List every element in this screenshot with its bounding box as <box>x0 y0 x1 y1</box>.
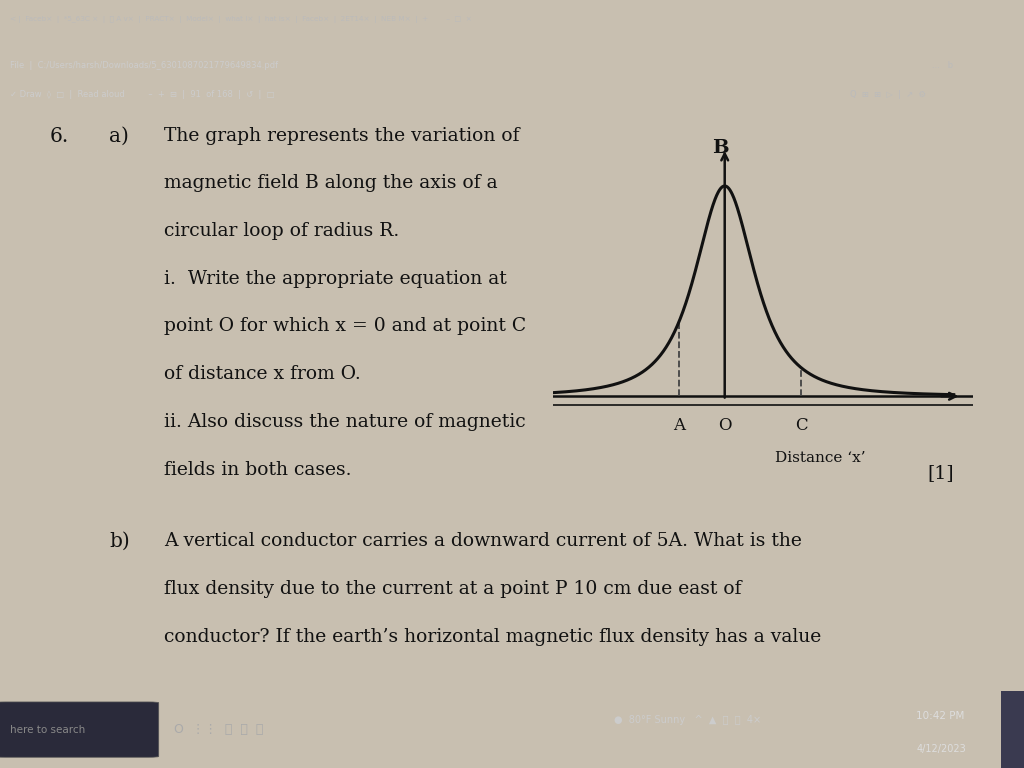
Text: Distance ‘x’: Distance ‘x’ <box>775 451 865 465</box>
Text: i.  Write the appropriate equation at: i. Write the appropriate equation at <box>164 270 507 288</box>
Text: magnetic field B along the axis of a: magnetic field B along the axis of a <box>164 174 498 192</box>
Text: of distance x from O.: of distance x from O. <box>164 366 360 383</box>
Text: The graph represents the variation of: The graph represents the variation of <box>164 127 519 144</box>
Text: ...   b: ... b <box>932 61 953 70</box>
Text: 4/12/2023: 4/12/2023 <box>916 743 967 754</box>
Text: b): b) <box>110 532 130 551</box>
Text: O  ⋮⋮      : O ⋮⋮    <box>174 723 263 736</box>
Text: A: A <box>673 417 685 434</box>
Text: A vertical conductor carries a downward current of 5A. What is the: A vertical conductor carries a downward … <box>164 532 802 551</box>
Text: B: B <box>712 138 728 157</box>
Text: Q  ⊞  ⊞  ▷  |  ↗  ⚙: Q ⊞ ⊞ ▷ | ↗ ⚙ <box>850 91 926 99</box>
Text: 10:42 PM: 10:42 PM <box>916 710 965 721</box>
FancyBboxPatch shape <box>0 702 159 757</box>
Text: O: O <box>718 417 731 434</box>
Text: a): a) <box>110 127 129 145</box>
Text: flux density due to the current at a point P 10 cm due east of: flux density due to the current at a poi… <box>164 580 741 598</box>
Text: point O for which x = 0 and at point C: point O for which x = 0 and at point C <box>164 317 526 336</box>
Text: circular loop of radius R.: circular loop of radius R. <box>164 222 399 240</box>
Text: conductor? If the earth’s horizontal magnetic flux density has a value: conductor? If the earth’s horizontal mag… <box>164 627 821 646</box>
Text: here to search: here to search <box>10 724 85 735</box>
Text: [1]: [1] <box>927 464 953 482</box>
Text: fields in both cases.: fields in both cases. <box>164 461 351 478</box>
Text: File  |  C:/Users/harsh/Downloads/5_6301087021779649834.pdf: File | C:/Users/harsh/Downloads/5_630108… <box>10 61 279 70</box>
Text: C: C <box>795 417 807 434</box>
Text: ii. Also discuss the nature of magnetic: ii. Also discuss the nature of magnetic <box>164 413 525 431</box>
Bar <box>1001 691 1024 768</box>
Text: 6.: 6. <box>49 127 69 145</box>
Text: < |  Faceb×  |  *5_63C ×  |  ⓐ A v×  |  PRACT×  |  Model×  |  what I×  |  hat is: < | Faceb× | *5_63C × | ⓐ A v× | PRACT× … <box>10 16 472 24</box>
Text: ✓ Draw  ◊  □  |  Read aloud         –  +  ⊟  |  91  of 168  |  ↺  |  □: ✓ Draw ◊ □ | Read aloud – + ⊟ | 91 of 16… <box>10 91 274 99</box>
Text: ●  80°F Sunny   ^  ▲      4×: ● 80°F Sunny ^ ▲   4× <box>614 715 762 726</box>
